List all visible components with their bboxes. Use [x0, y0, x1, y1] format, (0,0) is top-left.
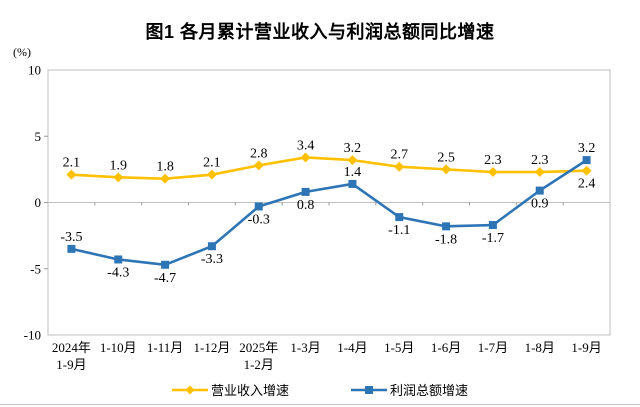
legend-item-profit: 利润总额增速 — [351, 380, 468, 399]
legend-marker-diamond-icon — [185, 385, 195, 394]
y-axis-unit-label: (%) — [13, 45, 31, 59]
profit-data-label: -1.7 — [482, 231, 504, 246]
profit-series-line — [70, 158, 588, 267]
legend-item-revenue: 营业收入增速 — [171, 380, 289, 399]
x-axis-label: 1-11月 — [147, 340, 183, 355]
revenue-data-point — [66, 169, 77, 180]
legend-label-revenue: 营业收入增速 — [210, 383, 289, 398]
x-axis-label: 1-5月 — [384, 340, 414, 355]
profit-data-label: -4.7 — [154, 271, 176, 286]
y-tick-label: 10 — [28, 63, 41, 78]
revenue-data-point — [206, 169, 217, 180]
profit-data-label: 1.4 — [344, 165, 362, 180]
chart-title: 图1 各月累计营业收入与利润总额同比增速 — [145, 22, 495, 42]
y-tick-label: -10 — [24, 328, 41, 343]
revenue-data-point — [160, 173, 171, 184]
revenue-data-point — [581, 165, 592, 176]
revenue-data-label: 2.1 — [63, 156, 81, 171]
x-axis-label: 1-4月 — [337, 340, 367, 355]
revenue-data-point — [253, 160, 264, 171]
revenue-data-point — [300, 152, 311, 163]
profit-data-point — [535, 186, 544, 195]
profit-data-point — [67, 244, 76, 253]
y-tick-label: 5 — [35, 129, 42, 144]
revenue-data-label: 2.1 — [203, 156, 221, 171]
legend-marker-square-icon — [365, 385, 373, 394]
revenue-data-label: 1.9 — [110, 158, 128, 173]
profit-data-label: -0.3 — [248, 212, 270, 227]
x-axis-label: 1-6月 — [431, 340, 461, 355]
x-axis-label: 2025年 1-2月 — [239, 340, 278, 372]
profit-data-label: -3.3 — [201, 252, 223, 267]
profit-data-point — [161, 260, 170, 269]
revenue-data-label: 1.8 — [156, 160, 174, 175]
profit-data-point — [348, 179, 357, 188]
revenue-data-label: 2.4 — [578, 177, 596, 192]
x-axis-label: 1-3月 — [290, 340, 320, 355]
x-axis-label: 1-12月 — [193, 340, 230, 355]
revenue-data-label: 2.8 — [250, 146, 268, 161]
profit-data-point — [488, 221, 497, 230]
profit-legend-swatch — [351, 385, 387, 394]
profit-data-label: -1.1 — [388, 223, 410, 238]
y-tick-label: -5 — [30, 261, 41, 276]
profit-data-point — [254, 202, 263, 211]
revenue-data-label: 2.3 — [484, 153, 502, 168]
revenue-data-point — [347, 155, 358, 166]
revenue-data-label: 2.5 — [437, 150, 455, 165]
profit-data-label: -4.3 — [107, 265, 129, 280]
profit-data-point — [114, 255, 123, 264]
profit-data-label: -3.5 — [60, 230, 82, 245]
revenue-legend-swatch — [171, 385, 208, 394]
x-axis-label: 2024年 1-9月 — [52, 340, 91, 372]
revenue-data-point — [394, 161, 405, 172]
profit-data-point — [582, 156, 591, 165]
x-axis-label: 1-7月 — [478, 340, 508, 355]
profit-data-label: 0.8 — [297, 198, 315, 213]
profit-data-point — [207, 242, 216, 251]
profit-data-label: 3.2 — [578, 141, 596, 156]
x-axis-label: 1-8月 — [525, 340, 555, 355]
x-axis-label: 1-9月 — [571, 340, 601, 355]
revenue-data-point — [487, 167, 498, 178]
revenue-data-point — [534, 167, 545, 178]
profit-data-point — [395, 213, 404, 222]
x-axis-label: 1-10月 — [100, 340, 137, 355]
revenue-series-line — [70, 156, 588, 180]
legend-label-profit: 利润总额增速 — [390, 383, 469, 398]
profit-data-point — [301, 187, 310, 196]
profit-data-point — [442, 222, 451, 231]
revenue-data-label: 2.7 — [391, 148, 409, 163]
revenue-data-label: 3.2 — [344, 141, 362, 156]
revenue-data-label: 3.4 — [297, 138, 315, 153]
revenue-data-point — [113, 172, 124, 183]
revenue-data-point — [441, 164, 452, 175]
legend: 营业收入增速 利润总额增速 — [0, 380, 640, 399]
revenue-data-label: 2.3 — [531, 153, 549, 168]
profit-data-label: -1.8 — [435, 232, 457, 247]
y-tick-label: 0 — [35, 195, 42, 210]
profit-data-label: 0.9 — [531, 197, 549, 212]
bottom-divider — [0, 404, 640, 405]
